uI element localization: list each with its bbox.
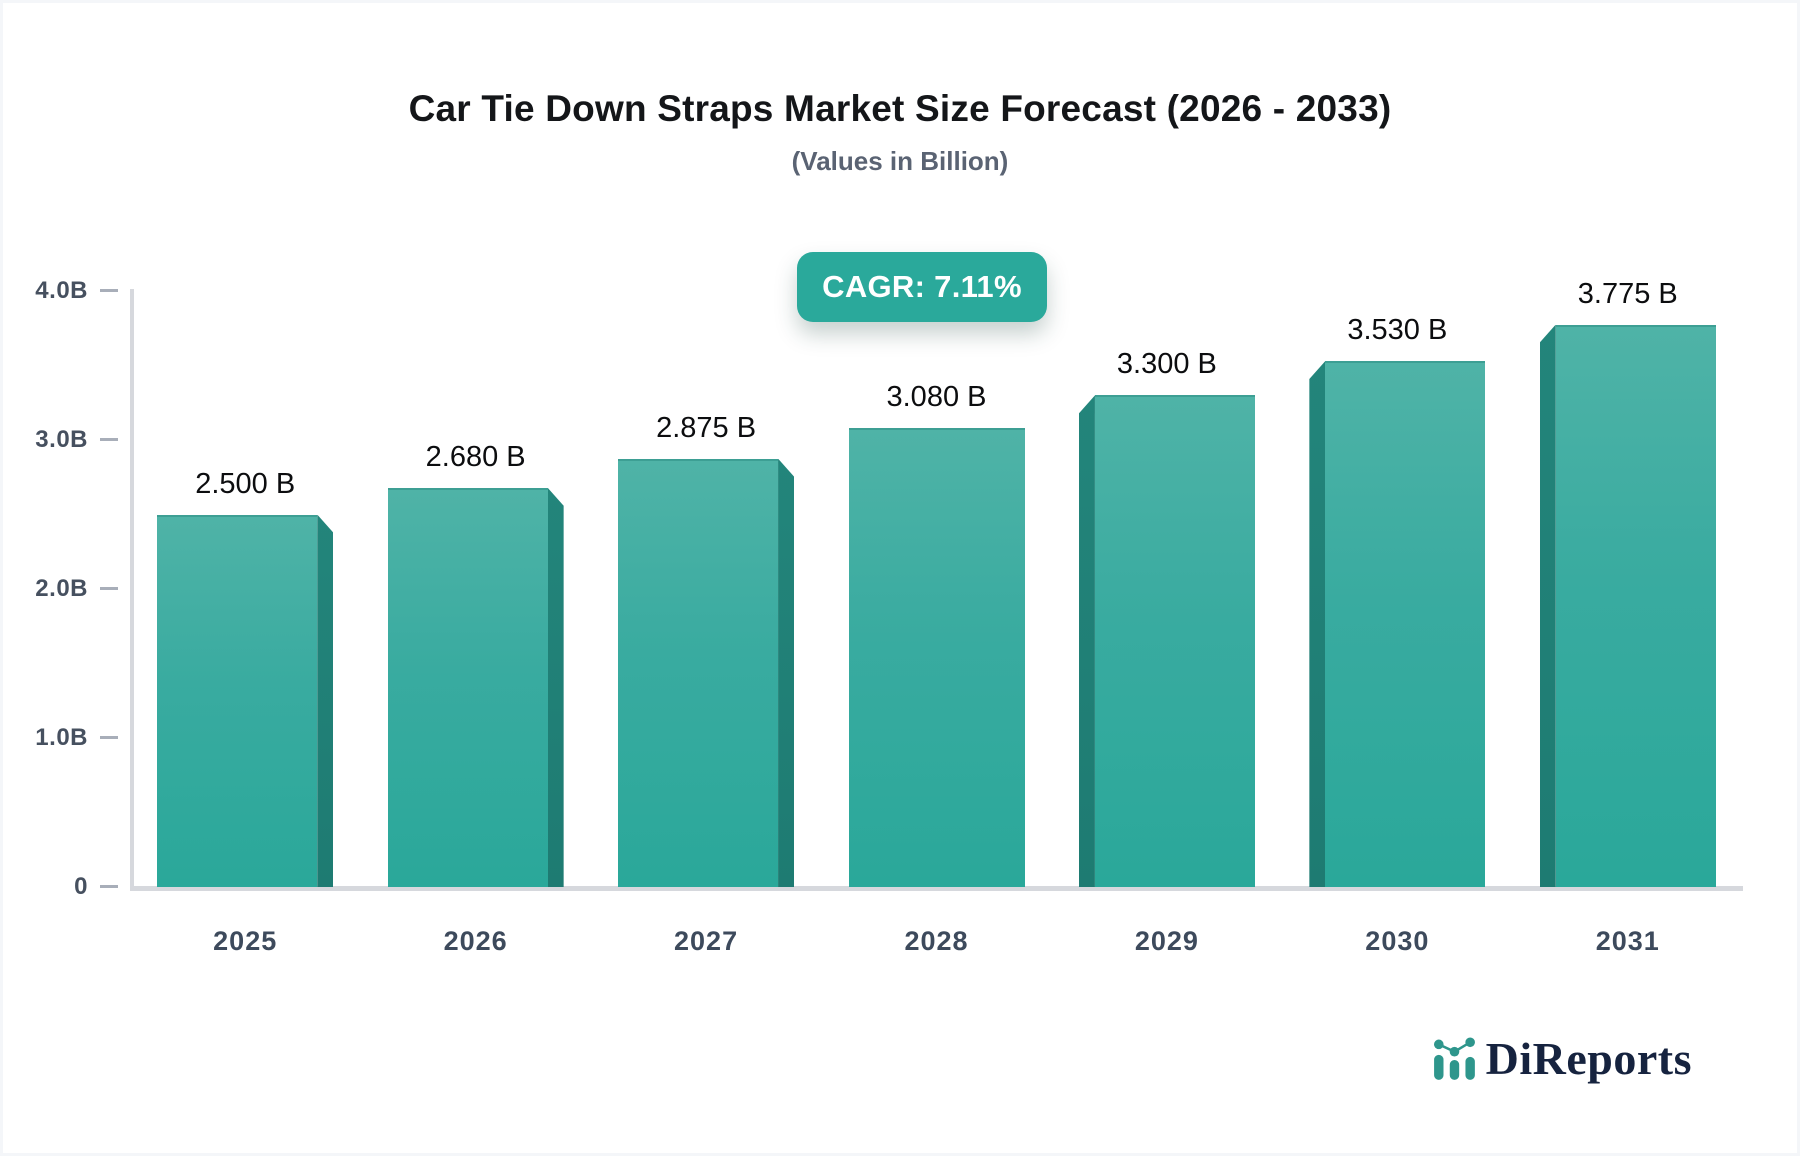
y-axis-tick-label: 4.0B [35,277,88,304]
y-axis-tick [100,587,118,590]
bar-value-label: 2.680 B [425,440,526,473]
bar-face [1094,395,1255,887]
x-axis-category-label: 2028 [904,926,969,956]
bar-3d-side [1309,361,1326,887]
bar-face [157,514,318,887]
chart-title: Car Tie Down Straps Market Size Forecast… [408,88,1392,129]
bar-2031: 3.775 B [1539,278,1716,887]
bar-2029: 3.300 B [1078,348,1255,887]
bar-face [1555,324,1716,887]
bar-3d-side [1539,324,1556,887]
cagr-badge: CAGR: 7.11% [797,252,1047,322]
x-axis-category-label: 2025 [213,926,278,956]
cagr-badge-label: CAGR: 7.11% [822,269,1022,304]
x-axis-category-label: 2027 [674,926,739,956]
logo-text: DiReports [1485,1033,1692,1084]
bar-3d-side [547,487,564,887]
bar-value-label: 3.080 B [886,381,987,414]
bar-value-label: 3.530 B [1347,314,1448,347]
bar-3d-side [778,458,795,887]
bar-value-label: 3.775 B [1577,277,1678,310]
x-axis-category-label: 2026 [443,926,508,956]
bar-slot: 3.530 B 2030 [1309,291,1486,956]
y-axis-tick [100,438,118,441]
chart-subtitle: (Values in Billion) [791,146,1009,176]
brand-logo: DiReports [1432,1032,1692,1085]
x-axis-category-label: 2031 [1595,926,1660,956]
x-axis-category-label: 2030 [1365,926,1430,956]
y-axis-line [130,289,134,889]
y-axis-tick-label: 3.0B [35,426,88,453]
bar-slot: 3.775 B 2031 [1539,278,1716,956]
bar-slot: 2.875 B 2027 [618,291,795,956]
bar-2025: 2.500 B [157,468,334,887]
y-axis-tick-label: 2.0B [35,575,88,602]
bar-slot: 2.680 B 2026 [387,291,564,956]
y-axis-tick [100,885,118,888]
bar-3d-side [317,514,334,887]
x-axis-baseline [130,886,1743,891]
bar-value-label: 2.875 B [656,411,757,444]
bar-2026: 2.680 B [387,441,564,887]
y-axis-tick [100,289,118,292]
bar-face [848,428,1025,887]
bar-slot: 2.500 B 2025 [157,291,334,956]
y-axis-tick-label: 0 [74,873,88,900]
bar-slot: 3.300 B 2029 [1078,291,1255,956]
plot-area: 0 1.0B 2.0B 3.0B 4.0B 2.500 B 2025 2.680 B 2026 2… [35,277,1743,956]
x-axis-category-label: 2029 [1134,926,1199,956]
bar-line-chart-icon [1433,1036,1475,1080]
bar-face [1325,361,1486,887]
bar-face [387,487,548,887]
y-axis-tick [100,736,118,739]
bar-3d-side [1078,395,1095,887]
bar-2027: 2.875 B [618,412,795,887]
y-axis-tick-label: 1.0B [35,724,88,751]
bar-2030: 3.530 B [1309,314,1486,887]
bar-face [618,458,779,887]
bar-value-label: 3.300 B [1116,348,1217,381]
title-block: Car Tie Down Straps Market Size Forecast… [0,88,1800,177]
bar-2028: 3.080 B [848,381,1025,887]
bar-slot: 3.080 B 2028 [848,291,1025,956]
bar-value-label: 2.500 B [195,467,296,500]
